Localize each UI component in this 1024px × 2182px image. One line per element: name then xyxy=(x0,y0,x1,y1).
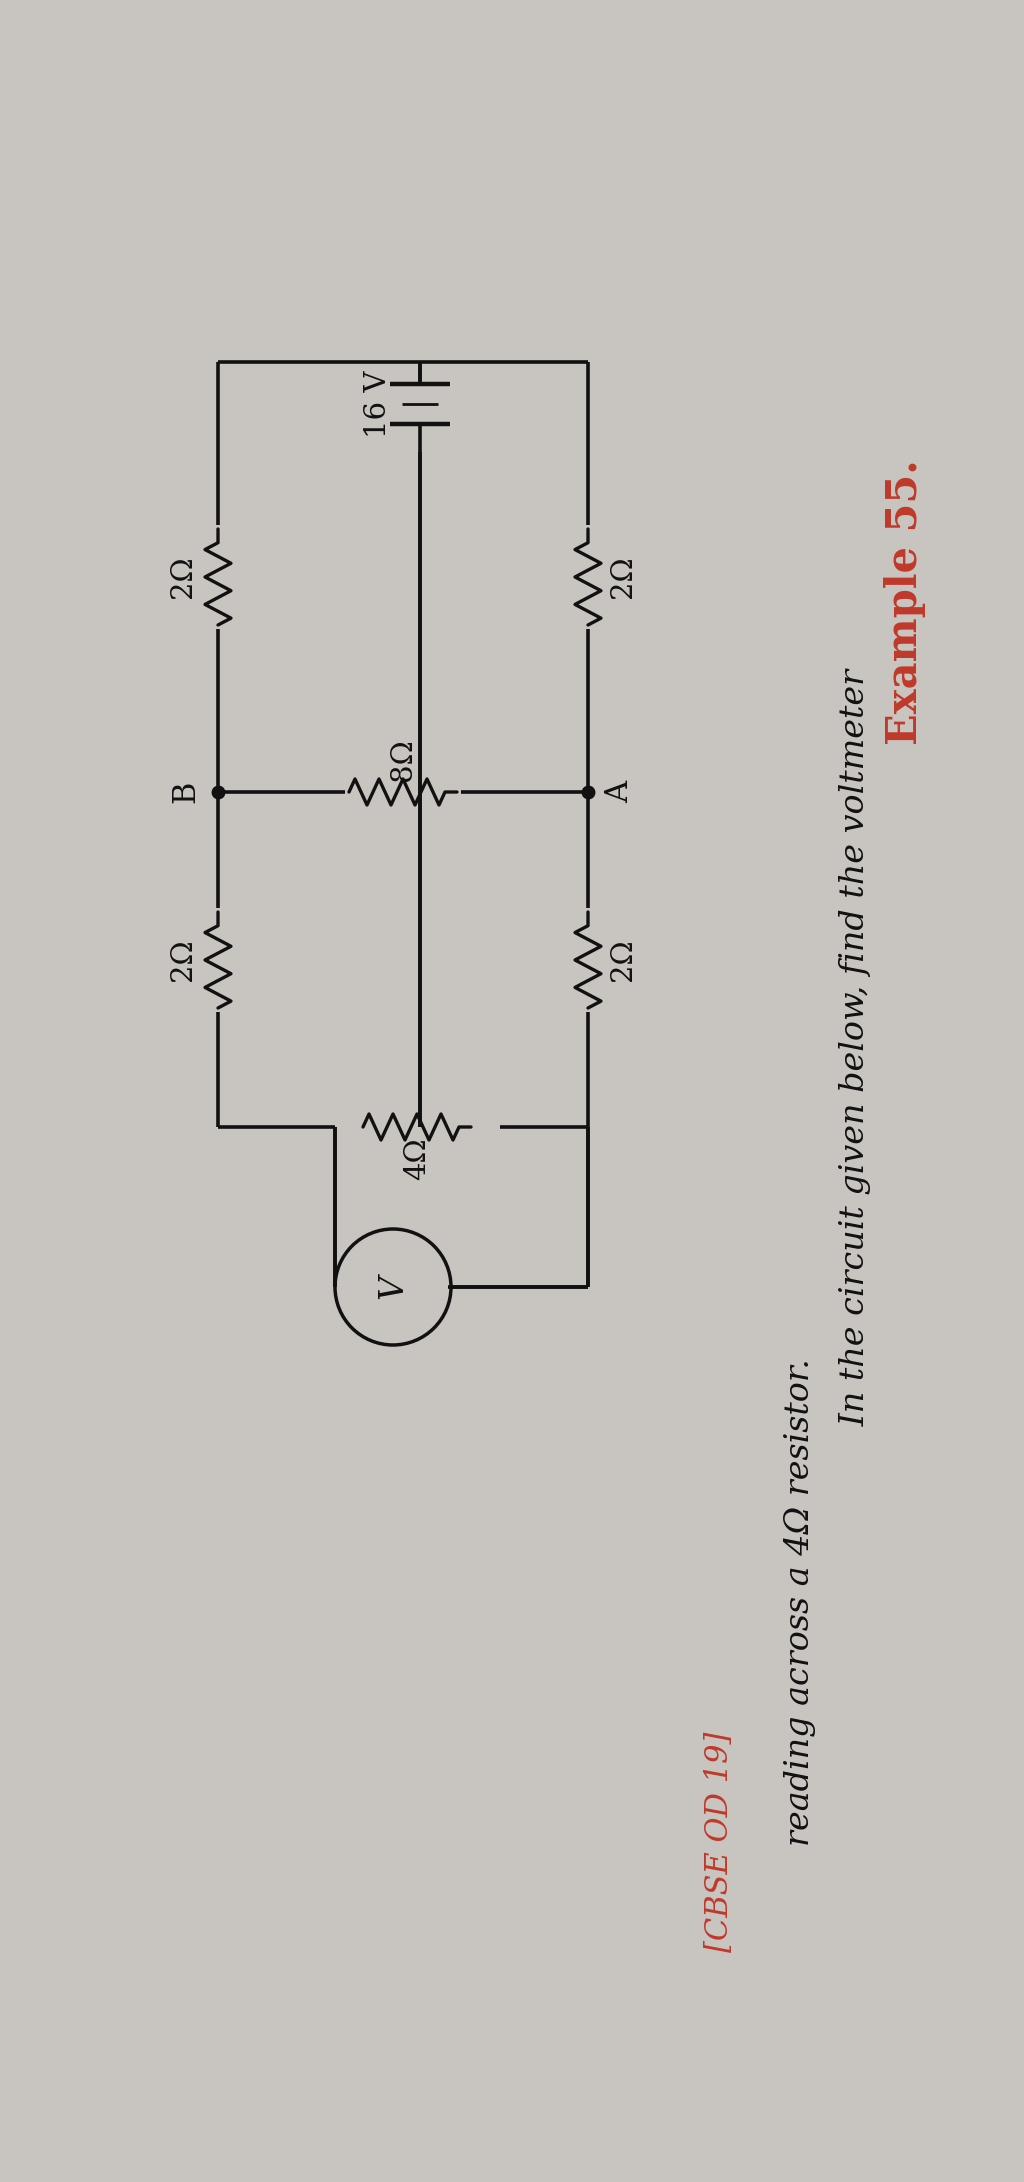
Text: B: B xyxy=(171,781,202,803)
Text: V: V xyxy=(377,1274,409,1298)
Text: 2Ω: 2Ω xyxy=(169,556,197,598)
Text: Example 55.: Example 55. xyxy=(884,458,926,744)
Text: 2Ω: 2Ω xyxy=(609,556,637,598)
Text: In the circuit given below, find the voltmeter: In the circuit given below, find the vol… xyxy=(839,668,871,1436)
Text: 4Ω: 4Ω xyxy=(403,1137,431,1180)
Text: reading across a 4Ω resistor.: reading across a 4Ω resistor. xyxy=(784,1357,816,1846)
Text: 8Ω: 8Ω xyxy=(389,740,417,781)
Text: 2Ω: 2Ω xyxy=(169,938,197,982)
Text: A: A xyxy=(604,781,636,803)
Text: [CBSE OD 19]: [CBSE OD 19] xyxy=(705,1733,735,1953)
Text: 16 V: 16 V xyxy=(364,371,392,439)
Text: 2Ω: 2Ω xyxy=(609,938,637,982)
